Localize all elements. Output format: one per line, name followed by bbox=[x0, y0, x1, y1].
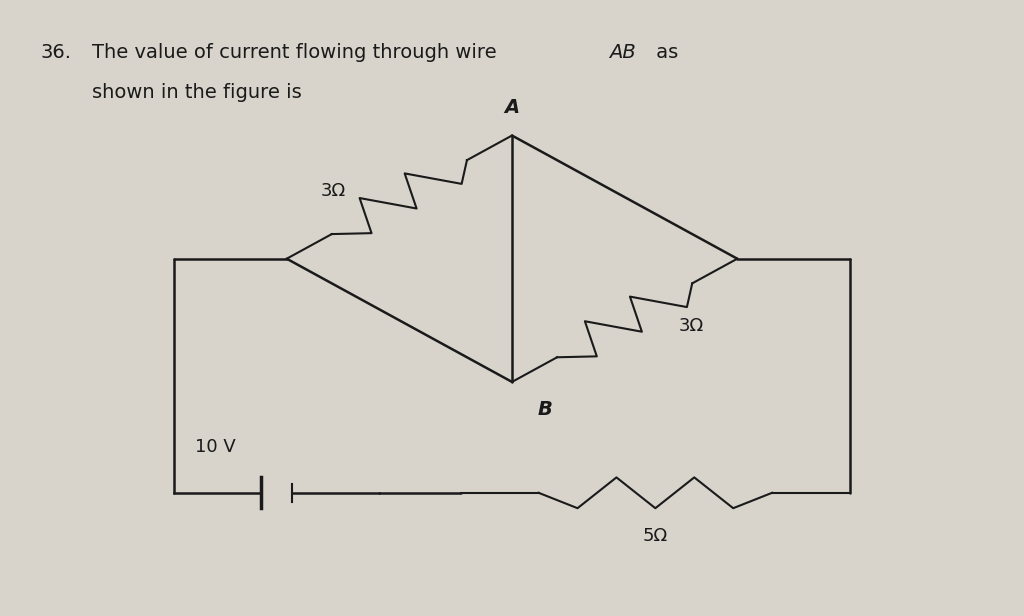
Text: 5Ω: 5Ω bbox=[643, 527, 668, 545]
Text: 3Ω: 3Ω bbox=[321, 182, 345, 200]
Text: 3Ω: 3Ω bbox=[679, 317, 703, 336]
Text: AB: AB bbox=[609, 43, 636, 62]
Text: The value of current flowing through wire: The value of current flowing through wir… bbox=[92, 43, 503, 62]
Text: A: A bbox=[505, 98, 519, 117]
Text: B: B bbox=[538, 400, 553, 419]
Text: shown in the figure is: shown in the figure is bbox=[92, 83, 302, 102]
Text: as: as bbox=[650, 43, 679, 62]
Text: 10 V: 10 V bbox=[195, 438, 236, 456]
Text: 36.: 36. bbox=[41, 43, 72, 62]
